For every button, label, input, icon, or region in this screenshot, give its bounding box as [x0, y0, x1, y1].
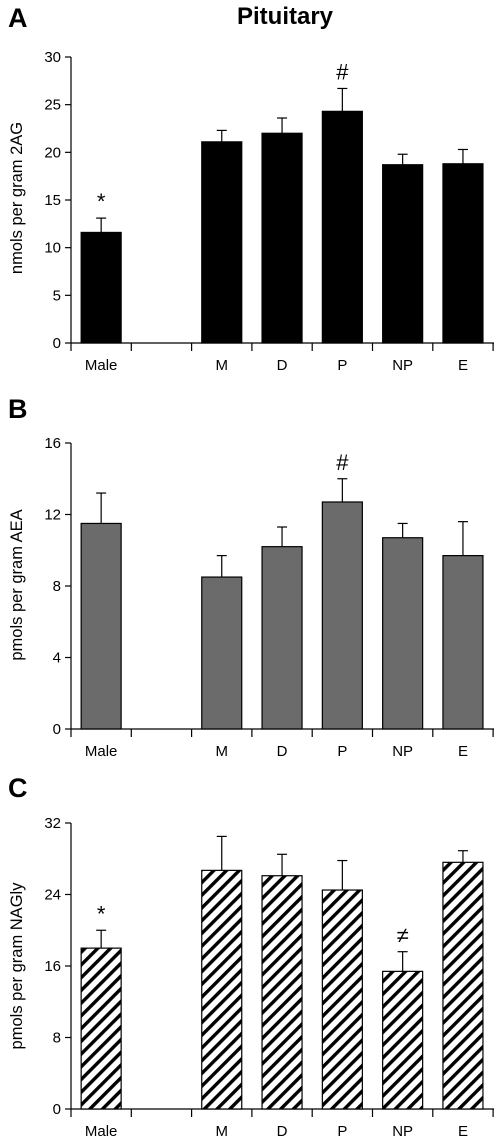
significance-marker: * — [97, 189, 106, 214]
panel-letter-a: A — [8, 3, 28, 33]
significance-marker: * — [97, 901, 106, 926]
x-tick-label: P — [337, 1123, 347, 1138]
y-tick-label: 32 — [44, 815, 61, 832]
panel-c-plot: 0 8 16 24 32 pmols per gram NAGly Male M D P NP E * ≠ — [8, 815, 494, 1138]
y-tick-label: 25 — [44, 97, 61, 114]
bar — [261, 132, 303, 344]
bar — [80, 231, 122, 344]
x-tick-label: P — [337, 357, 347, 374]
significance-marker: # — [336, 59, 349, 84]
x-tick-label: D — [277, 743, 288, 760]
y-tick-label: 0 — [53, 1101, 61, 1118]
panel-letter-c: C — [8, 773, 28, 803]
bar — [442, 555, 484, 730]
x-tick-label: E — [458, 357, 468, 374]
figure-title: Pituitary — [237, 3, 334, 30]
x-tick-label: NP — [392, 1123, 413, 1138]
bar — [382, 537, 424, 730]
y-tick-label: 8 — [53, 578, 61, 595]
y-tick-label: 30 — [44, 49, 61, 66]
x-tick-label: Male — [85, 357, 118, 374]
x-tick-label: Male — [85, 743, 118, 760]
bar — [80, 522, 122, 730]
significance-marker: # — [336, 450, 349, 475]
y-tick-label: 16 — [44, 435, 61, 452]
y-tick-label: 0 — [53, 335, 61, 352]
y-axis-label: pmols per gram NAGly — [8, 882, 26, 1050]
x-tick-label: M — [216, 1123, 229, 1138]
bar — [321, 889, 363, 1110]
x-tick-label: D — [277, 1123, 288, 1138]
bar — [201, 141, 243, 344]
y-tick-label: 12 — [44, 507, 61, 524]
y-tick-label: 24 — [44, 887, 61, 904]
y-tick-label: 10 — [44, 240, 61, 257]
panel-a-plot: 0 5 10 15 20 25 30 nmols per gram 2AG Male M D P NP E… — [8, 49, 494, 374]
y-axis-label: nmols per gram 2AG — [8, 122, 26, 274]
x-tick-label: NP — [392, 357, 413, 374]
y-tick-label: 20 — [44, 144, 61, 161]
bar — [321, 501, 363, 730]
y-tick-label: 4 — [53, 650, 61, 667]
y-tick-label: 15 — [44, 192, 61, 209]
bar — [382, 164, 424, 344]
x-tick-label: M — [216, 743, 229, 760]
y-axis-label: pmols per gram AEA — [8, 509, 26, 660]
x-tick-label: M — [216, 357, 229, 374]
panel-letter-b: B — [8, 394, 28, 424]
bar — [321, 110, 363, 344]
bar — [382, 970, 424, 1110]
x-tick-label: E — [458, 1123, 468, 1138]
y-tick-label: 16 — [44, 958, 61, 975]
y-tick-label: 5 — [53, 287, 61, 304]
bar — [261, 546, 303, 730]
x-tick-label: D — [277, 357, 288, 374]
bar — [442, 861, 484, 1110]
bar — [261, 875, 303, 1110]
bar — [201, 869, 243, 1110]
x-tick-label: Male — [85, 1123, 118, 1138]
x-tick-label: P — [337, 743, 347, 760]
x-tick-label: NP — [392, 743, 413, 760]
bar — [201, 576, 243, 730]
panel-a: A 0 5 10 15 20 25 30 nmols per gram 2AG Male M D P N… — [8, 3, 494, 374]
bar — [442, 163, 484, 344]
panel-b: B 0 4 8 12 16 pmols per gram AEA Male M D P NP E # — [8, 394, 494, 760]
x-tick-label: E — [458, 743, 468, 760]
panel-b-plot: 0 4 8 12 16 pmols per gram AEA Male M D P NP E # — [8, 435, 494, 760]
y-tick-label: 0 — [53, 721, 61, 738]
panel-c: C 0 8 16 24 32 pmols per gram NAGly Male M D P NP E… — [8, 773, 494, 1138]
y-tick-label: 8 — [53, 1030, 61, 1047]
significance-marker: ≠ — [397, 923, 409, 948]
bar — [80, 947, 122, 1110]
